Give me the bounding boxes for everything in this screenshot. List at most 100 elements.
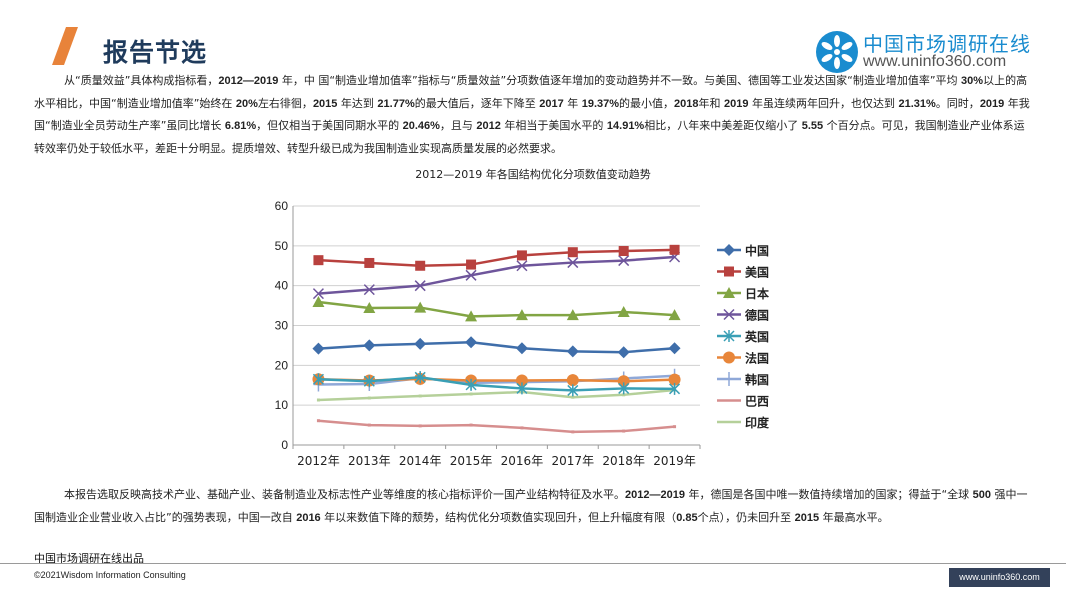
legend-marker [723,351,735,364]
body-text: 个点），仍未回升至 [697,510,795,524]
data-point-印度 [367,396,371,400]
data-point-美国 [618,246,629,257]
body-text: 年我国“制造业全员劳动生产率”虽同比增长 [34,96,1030,133]
body-text: 年相当于美国水平的 [500,119,607,132]
emphasis-text: 30% [961,75,984,87]
data-point-中国 [363,339,376,352]
emphasis-text: 6.81% [224,120,257,132]
body-text: 从“质量效益”具体构成指标看， [64,74,219,87]
y-tick-label: 0 [281,438,288,452]
data-point-巴西 [622,429,626,433]
body-text: 年虽连续两年回升，也仅达到 [748,96,899,110]
body-text: 年，德国是各国中唯一数值持续增加的国家；得益于“全球 [684,488,973,501]
y-tick-label: 10 [275,398,289,412]
accent-slash-icon [52,27,78,65]
page-title: 报告节选 [103,38,208,67]
data-point-巴西 [469,423,473,427]
x-tick-label: 2013年 [348,454,391,468]
x-tick-label: 2018年 [602,454,645,468]
body-text: 以上的高水平相比，中国“制造业增加值率”始终在 [34,74,1028,110]
data-point-巴西 [418,424,422,428]
legend-label: 德国 [745,308,769,323]
legend-marker [723,244,735,256]
emphasis-text: 500 [972,489,992,501]
legend-marker [723,330,735,342]
chart-title: 2012—2019 年各国结构优化分项数值变动趋势 [415,168,651,181]
emphasis-text: 2012 [476,120,501,132]
data-point-中国 [515,342,528,355]
y-tick-label: 20 [275,358,289,372]
x-tick-label: 2012年 [297,454,340,468]
emphasis-text: 2012—2019 [218,75,279,87]
analysis-paragraph-text: 本报告选取反映高技术产业、基础产业、装备制造业及标志性产业等维度的核心指标评价一… [34,488,1028,524]
body-text: 年 [563,96,582,110]
data-point-巴西 [673,425,677,429]
x-tick-label: 2015年 [450,454,493,468]
data-point-日本 [465,310,478,322]
emphasis-text: 21.77% [377,97,415,110]
data-point-印度 [469,392,473,396]
body-text: 年，中 国“制造业增加值率”指标与“质量效益”分项数值逐年增加的变动趋势并不一致… [278,74,962,87]
legend-label: 日本 [745,286,769,301]
y-tick-label: 30 [275,319,289,333]
x-tick-label: 2017年 [552,454,595,468]
data-point-中国 [617,346,630,359]
intro-paragraph-text: 从“质量效益”具体构成指标看，2012—2019 年，中 国“制造业增加值率”指… [34,74,1030,155]
legend-marker [723,287,735,298]
data-point-英国 [669,382,681,395]
emphasis-text: 20.46% [402,120,440,132]
legend-label: 美国 [745,265,769,280]
data-point-日本 [363,301,376,313]
accent-slash-shape [52,27,78,65]
brand-logo[interactable]: 中国市场调研在线 www.uninfo360.com [815,28,1055,76]
series-line-德国 [318,255,675,295]
website-link[interactable]: www.uninfo360.com [949,568,1050,587]
footer-brand: 中国市场调研在线出品 [34,552,144,565]
data-point-中国 [566,345,579,358]
body-text: 的最小值， [619,96,675,110]
data-point-巴西 [571,430,575,434]
data-point-英国 [465,378,477,391]
data-point-英国 [312,373,324,386]
data-point-印度 [418,394,422,398]
series-line-印度 [318,388,675,402]
data-point-德国 [363,284,375,296]
data-point-印度 [622,393,626,397]
data-point-美国 [466,259,477,270]
emphasis-text: 5.55 [801,120,824,132]
legend-label: 印度 [745,415,770,430]
data-point-巴西 [316,419,320,423]
legend-marker [724,372,734,386]
footer-divider [0,563,1066,564]
emphasis-text: 2015 [794,511,820,524]
emphasis-text: 21.31% [898,97,936,110]
data-point-中国 [668,342,681,355]
body-text: 年以来数值下降的颓势，结构优化分项数值实现回升，但上升幅度有限（ [320,510,677,524]
emphasis-text: 2018 [674,97,699,110]
legend-label: 法国 [745,351,769,366]
data-point-美国 [567,247,578,258]
x-tick-label: 2014年 [399,454,442,468]
body-text: 年达到 [337,96,378,110]
emphasis-text: 2017 [539,97,564,110]
emphasis-text: 20% [235,97,258,110]
data-point-中国 [465,336,478,349]
data-point-法国 [668,373,681,386]
data-point-巴西 [520,426,524,430]
line-chart: 0 10 20 30 40 50 60 2012年 2013年 2014年 2015年 2016年 20… [275,199,770,468]
series-line-美国 [318,248,675,267]
body-text: 左右徘徊， [257,96,313,110]
body-text: 相比，八年来中美差距仅缩小了 [644,119,802,132]
data-point-日本 [617,305,630,317]
data-point-日本 [515,309,528,321]
data-point-美国 [313,255,324,266]
body-text: 个百分点。可见，我国制造业产业体系运转效率仍处于较低水平，差距十分明显。提质增效… [34,119,1025,155]
data-point-巴西 [367,423,371,427]
body-text: 。同时， [935,96,980,110]
x-tick-label: 2019年 [653,454,696,468]
data-point-德国 [618,255,630,267]
series-line-巴西 [318,419,675,434]
data-point-日本 [312,295,325,307]
body-text: ，但仅相当于美国同期水平的 [256,119,403,132]
body-text: 年最高水平。 [819,510,889,524]
